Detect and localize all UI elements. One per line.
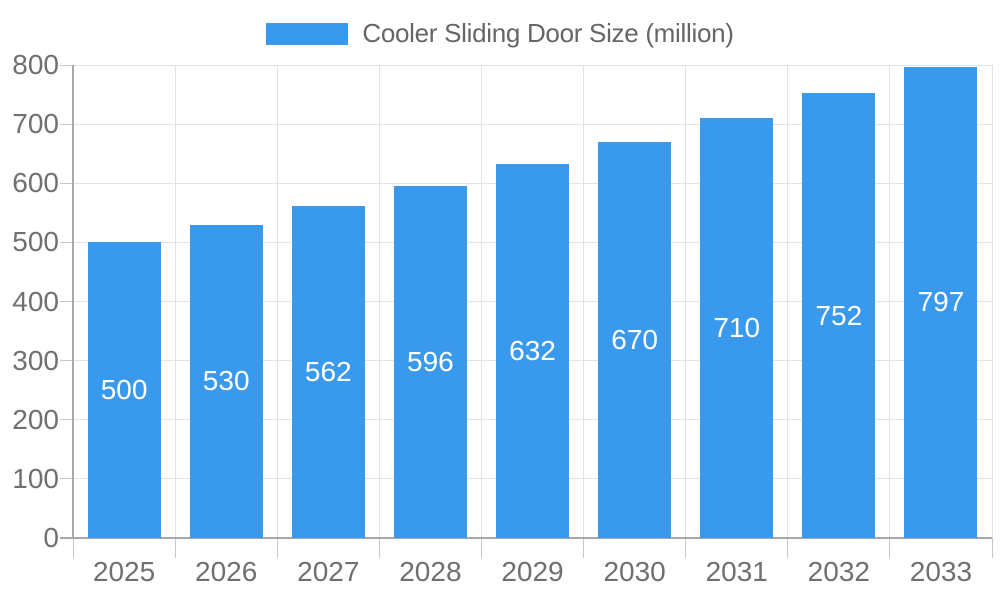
tick-x	[174, 538, 176, 558]
bar[interactable]: 632	[496, 164, 569, 538]
tick-x	[480, 538, 482, 558]
y-axis-label: 300	[12, 344, 59, 376]
bar[interactable]: 562	[291, 205, 365, 538]
bar-value-label: 596	[407, 345, 454, 377]
x-axis-label: 2030	[603, 556, 666, 587]
gridline-x	[276, 65, 278, 538]
gridline-x	[991, 65, 993, 538]
bar-value-label: 500	[100, 374, 148, 406]
tick-x	[72, 538, 74, 558]
tick-y	[60, 241, 73, 243]
bar[interactable]: 530	[189, 224, 263, 538]
gridline-x	[685, 65, 687, 538]
tick-y	[60, 478, 73, 480]
legend[interactable]: Cooler Sliding Door Size (million)	[0, 18, 1000, 49]
gridline-x	[174, 65, 176, 538]
tick-x	[583, 538, 585, 558]
tick-y	[60, 419, 73, 421]
gridline-y	[73, 64, 992, 66]
tick-x	[685, 538, 687, 558]
bar[interactable]: 797	[904, 66, 978, 538]
tick-x	[991, 538, 993, 558]
bar[interactable]: 596	[393, 185, 467, 538]
bar-value-label: 670	[611, 323, 658, 355]
x-axis-label: 2028	[399, 556, 462, 587]
x-axis-label: 2026	[195, 556, 258, 587]
bar[interactable]: 752	[802, 93, 876, 538]
tick-x	[787, 538, 789, 558]
y-axis-label: 400	[12, 285, 59, 317]
bar-value-label: 562	[304, 355, 352, 387]
x-axis-label: 2031	[705, 556, 768, 587]
bar-value-label: 710	[713, 312, 761, 344]
bar-value-label: 632	[509, 335, 556, 367]
y-axis-label: 700	[12, 108, 59, 140]
x-axis-label: 2032	[807, 556, 870, 587]
x-axis-label: 2027	[297, 556, 360, 587]
bar[interactable]: 670	[598, 141, 672, 538]
y-axis-label: 0	[43, 522, 59, 553]
tick-y	[60, 123, 73, 125]
gridline-x	[787, 65, 789, 538]
y-axis-line	[72, 65, 74, 539]
y-axis-label: 500	[12, 226, 59, 258]
bar-value-label: 530	[202, 365, 250, 397]
gridline-y	[73, 123, 992, 125]
y-axis-label: 600	[12, 167, 59, 199]
tick-y	[60, 64, 73, 66]
gridline-x	[889, 65, 891, 538]
bar-value-label: 752	[815, 299, 863, 331]
bar-value-label: 797	[917, 286, 965, 318]
tick-y	[60, 301, 73, 302]
bar[interactable]: 710	[700, 118, 774, 538]
gridline-x	[583, 65, 585, 538]
x-axis-label: 2025	[92, 556, 156, 587]
tick-y	[60, 360, 73, 362]
bar[interactable]: 500	[87, 242, 161, 538]
y-axis-label: 800	[12, 49, 59, 80]
y-axis-label: 100	[12, 462, 59, 494]
gridline-x	[378, 65, 380, 538]
x-axis-label: 2029	[501, 556, 564, 587]
legend-label: Cooler Sliding Door Size (million)	[362, 18, 734, 48]
x-axis-label: 2033	[909, 556, 973, 587]
tick-x	[378, 538, 380, 558]
y-axis-label: 200	[12, 403, 59, 435]
x-axis-line	[60, 537, 992, 539]
gridline-x	[480, 65, 482, 538]
tick-x	[889, 538, 891, 558]
tick-y	[60, 182, 73, 184]
legend-swatch	[266, 22, 349, 45]
tick-x	[276, 538, 278, 558]
